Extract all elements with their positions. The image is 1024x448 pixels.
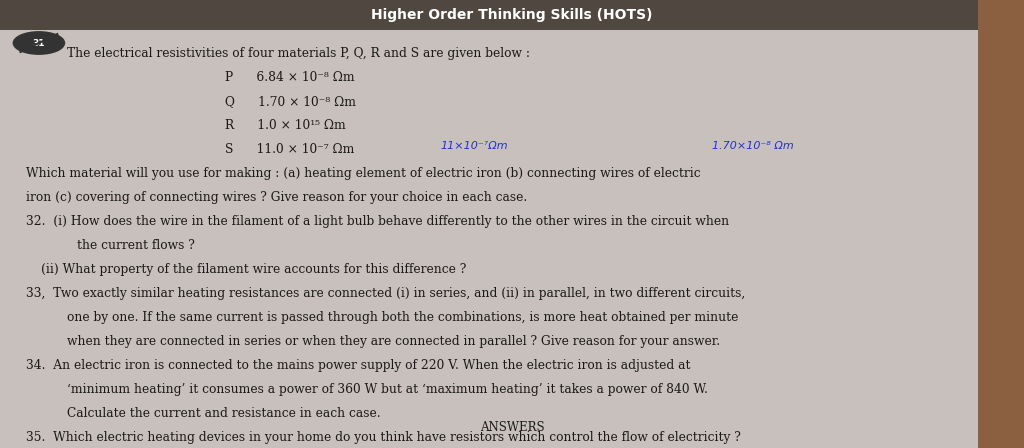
Text: the current flows ?: the current flows ? xyxy=(77,239,195,252)
Text: ‘minimum heating’ it consumes a power of 360 W but at ‘maximum heating’ it takes: ‘minimum heating’ it consumes a power of… xyxy=(67,383,708,396)
Text: Which material will you use for making : (a) heating element of electric iron (b: Which material will you use for making :… xyxy=(26,167,700,180)
Circle shape xyxy=(13,32,65,54)
Text: 11×10⁻⁷Ωm: 11×10⁻⁷Ωm xyxy=(440,141,508,151)
Text: 31: 31 xyxy=(33,39,45,47)
Bar xyxy=(978,0,1024,448)
Text: R      1.0 × 10¹⁵ Ωm: R 1.0 × 10¹⁵ Ωm xyxy=(225,119,346,132)
Text: 35.  Which electric heating devices in your home do you think have resistors whi: 35. Which electric heating devices in yo… xyxy=(26,431,740,444)
Bar xyxy=(0,0,978,30)
Text: one by one. If the same current is passed through both the combinations, is more: one by one. If the same current is passe… xyxy=(67,311,738,324)
Text: The electrical resistivities of four materials P, Q, R and S are given below :: The electrical resistivities of four mat… xyxy=(67,47,529,60)
Text: 34.  An electric iron is connected to the mains power supply of 220 V. When the : 34. An electric iron is connected to the… xyxy=(26,358,690,372)
Text: Calculate the current and resistance in each case.: Calculate the current and resistance in … xyxy=(67,407,380,420)
Text: 32.  (i) How does the wire in the filament of a light bulb behave differently to: 32. (i) How does the wire in the filamen… xyxy=(26,215,729,228)
Text: Q      1.70 × 10⁻⁸ Ωm: Q 1.70 × 10⁻⁸ Ωm xyxy=(225,95,356,108)
Text: ANSWERS: ANSWERS xyxy=(479,421,545,434)
Text: Higher Order Thinking Skills (HOTS): Higher Order Thinking Skills (HOTS) xyxy=(372,8,652,22)
Text: 1.70×10⁻⁸ Ωm: 1.70×10⁻⁸ Ωm xyxy=(712,141,794,151)
Text: iron (c) covering of connecting wires ? Give reason for your choice in each case: iron (c) covering of connecting wires ? … xyxy=(26,191,527,204)
Text: (ii) What property of the filament wire accounts for this difference ?: (ii) What property of the filament wire … xyxy=(41,263,466,276)
Text: P      6.84 × 10⁻⁸ Ωm: P 6.84 × 10⁻⁸ Ωm xyxy=(225,71,355,84)
Text: S      11.0 × 10⁻⁷ Ωm: S 11.0 × 10⁻⁷ Ωm xyxy=(225,143,354,156)
Text: 33,  Two exactly similar heating resistances are connected (i) in series, and (i: 33, Two exactly similar heating resistan… xyxy=(26,287,744,300)
Text: when they are connected in series or when they are connected in parallel ? Give : when they are connected in series or whe… xyxy=(67,335,720,348)
